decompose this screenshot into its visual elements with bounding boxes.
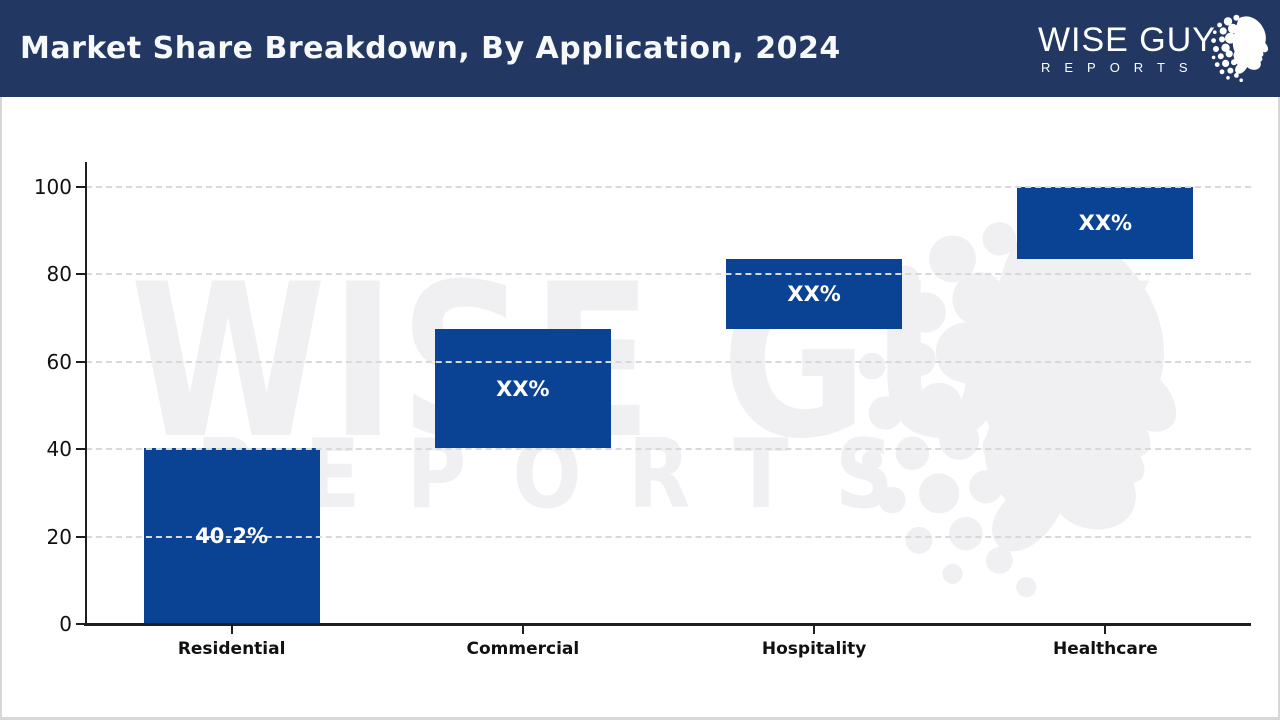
bar-value-label: XX% — [787, 282, 841, 307]
bar-value-label: 40.2% — [195, 524, 269, 549]
y-axis-line — [85, 162, 87, 624]
bar-healthcare — [1017, 187, 1194, 260]
bar-value-label: XX% — [496, 376, 550, 401]
x-axis-line — [84, 623, 1251, 626]
y-axis-tick-label: 0 — [59, 612, 72, 636]
bar-commercial — [434, 329, 611, 449]
gridline-100 — [86, 186, 1251, 188]
dotted-head-profile-icon — [1211, 14, 1269, 82]
bar-hospitality — [726, 259, 903, 329]
gridline-20 — [86, 535, 1251, 538]
y-axis-tick-label: 60 — [46, 349, 72, 374]
gridline-80 — [86, 273, 1251, 276]
logo-text: WISE GUY REPORTS — [1038, 23, 1216, 75]
gridline-40 — [86, 448, 1251, 451]
y-axis-tick-label: 100 — [33, 175, 72, 199]
y-axis-tick — [76, 448, 85, 451]
y-axis-tick-label: 40 — [46, 437, 72, 462]
y-axis-tick-label: 80 — [46, 262, 72, 287]
x-axis-tick — [1104, 626, 1107, 634]
logo-reports-text: REPORTS — [1040, 59, 1202, 75]
gridline-60 — [86, 360, 1251, 363]
x-axis-label-commercial: Commercial — [466, 639, 580, 659]
bar-value-label: XX% — [1078, 211, 1133, 236]
x-axis-label-residential: Residential — [177, 639, 286, 659]
y-axis-tick-label: 20 — [46, 524, 72, 549]
x-axis-tick — [521, 626, 524, 634]
wise-guy-reports-logo: WISE GUY REPORTS — [1038, 12, 1270, 86]
x-axis-tick — [230, 626, 233, 634]
y-axis-tick — [76, 623, 85, 625]
x-axis-label-healthcare: Healthcare — [1053, 639, 1158, 659]
y-axis-tick — [76, 186, 85, 188]
x-axis-tick — [813, 626, 816, 634]
x-axis-label-hospitality: Hospitality — [761, 639, 867, 659]
header-bar: Market Share Breakdown, By Application, … — [0, 0, 1280, 97]
y-axis-tick — [76, 535, 85, 538]
y-axis-tick — [76, 273, 85, 276]
y-axis-tick — [76, 360, 85, 363]
page-title: Market Share Breakdown, By Application, … — [20, 31, 841, 66]
logo-wiseguy-text: WISE GUY — [1037, 20, 1216, 59]
